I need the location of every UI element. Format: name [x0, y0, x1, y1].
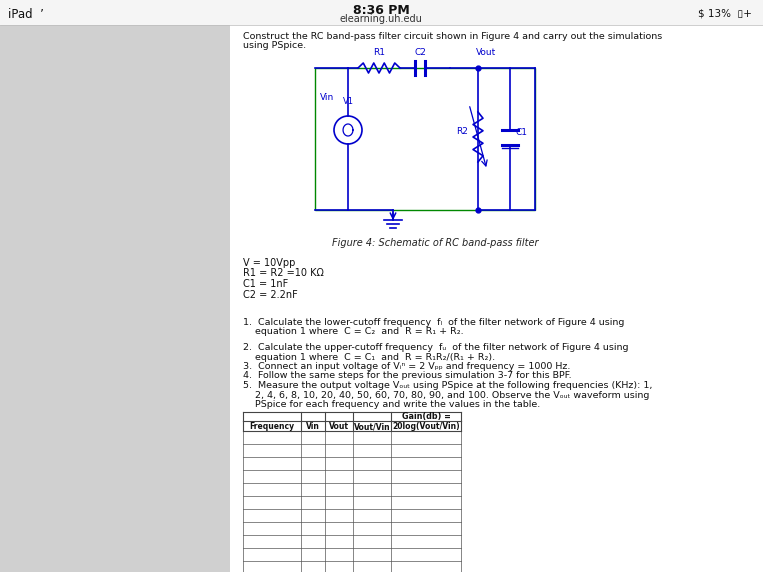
Text: equation 1 where  C = C₂  and  R = R₁ + R₂.: equation 1 where C = C₂ and R = R₁ + R₂.	[243, 328, 464, 336]
Text: R2: R2	[456, 127, 468, 136]
Bar	[230, 0, 763, 572]
Text: Figure 4: Schematic of RC band-pass filter: Figure 4: Schematic of RC band-pass filt…	[332, 238, 538, 248]
Text: C1 = 1nF: C1 = 1nF	[243, 279, 288, 289]
Bar	[315, 68, 535, 210]
Text: V = 10Vpp: V = 10Vpp	[243, 258, 295, 268]
Text: C2 = 2.2nF: C2 = 2.2nF	[243, 289, 298, 300]
Text: Vout: Vout	[329, 422, 349, 431]
Text: PSpice for each frequency and write the values in the table.: PSpice for each frequency and write the …	[243, 400, 540, 409]
Text: 8:36 PM: 8:36 PM	[353, 3, 410, 17]
Text: C2: C2	[414, 48, 426, 57]
Text: V1: V1	[343, 97, 354, 106]
Bar	[0, 0, 230, 572]
Text: Construct the RC band-pass filter circuit shown in Figure 4 and carry out the si: Construct the RC band-pass filter circui…	[243, 32, 662, 41]
Text: Frequency: Frequency	[250, 422, 295, 431]
Text: $ 13%  ▯+: $ 13% ▯+	[698, 9, 752, 19]
Text: Vin: Vin	[320, 93, 334, 102]
Text: 4.  Follow the same steps for the previous simulation 3-7 for this BPF.: 4. Follow the same steps for the previou…	[243, 371, 571, 380]
Text: 5.  Measure the output voltage Vₒᵤₜ using PSpice at the following frequencies (K: 5. Measure the output voltage Vₒᵤₜ using…	[243, 381, 652, 390]
Text: Vout/Vin: Vout/Vin	[354, 422, 391, 431]
Text: 1.  Calculate the lower-cutoff frequency  fₗ  of the filter network of Figure 4 : 1. Calculate the lower-cutoff frequency …	[243, 318, 624, 327]
Text: elearning.uh.edu: elearning.uh.edu	[340, 14, 423, 24]
Text: iPad  ’: iPad ’	[8, 7, 44, 21]
Text: using PSpice.: using PSpice.	[243, 41, 306, 50]
Bar	[0, 0, 763, 25]
Text: Vout: Vout	[476, 48, 496, 57]
Text: Vin: Vin	[306, 422, 320, 431]
Text: 20log(Vout/Vin): 20log(Vout/Vin)	[392, 422, 460, 431]
Text: C1: C1	[515, 128, 527, 137]
Text: 2, 4, 6, 8, 10, 20, 40, 50, 60, 70, 80, 90, and 100. Observe the Vₒᵤₜ waveform u: 2, 4, 6, 8, 10, 20, 40, 50, 60, 70, 80, …	[243, 391, 649, 399]
Text: R1: R1	[373, 48, 385, 57]
Text: R1 = R2 =10 KΩ: R1 = R2 =10 KΩ	[243, 268, 324, 279]
Text: 2.  Calculate the upper-cutoff frequency  fᵤ  of the filter network of Figure 4 : 2. Calculate the upper-cutoff frequency …	[243, 343, 629, 352]
Text: equation 1 where  C = C₁  and  R = R₁R₂/(R₁ + R₂).: equation 1 where C = C₁ and R = R₁R₂/(R₁…	[243, 352, 495, 362]
Text: Gain(db) =: Gain(db) =	[401, 412, 450, 422]
Text: 3.  Connect an input voltage of Vᵢⁿ = 2 Vₚₚ and frequency = 1000 Hz.: 3. Connect an input voltage of Vᵢⁿ = 2 V…	[243, 362, 571, 371]
